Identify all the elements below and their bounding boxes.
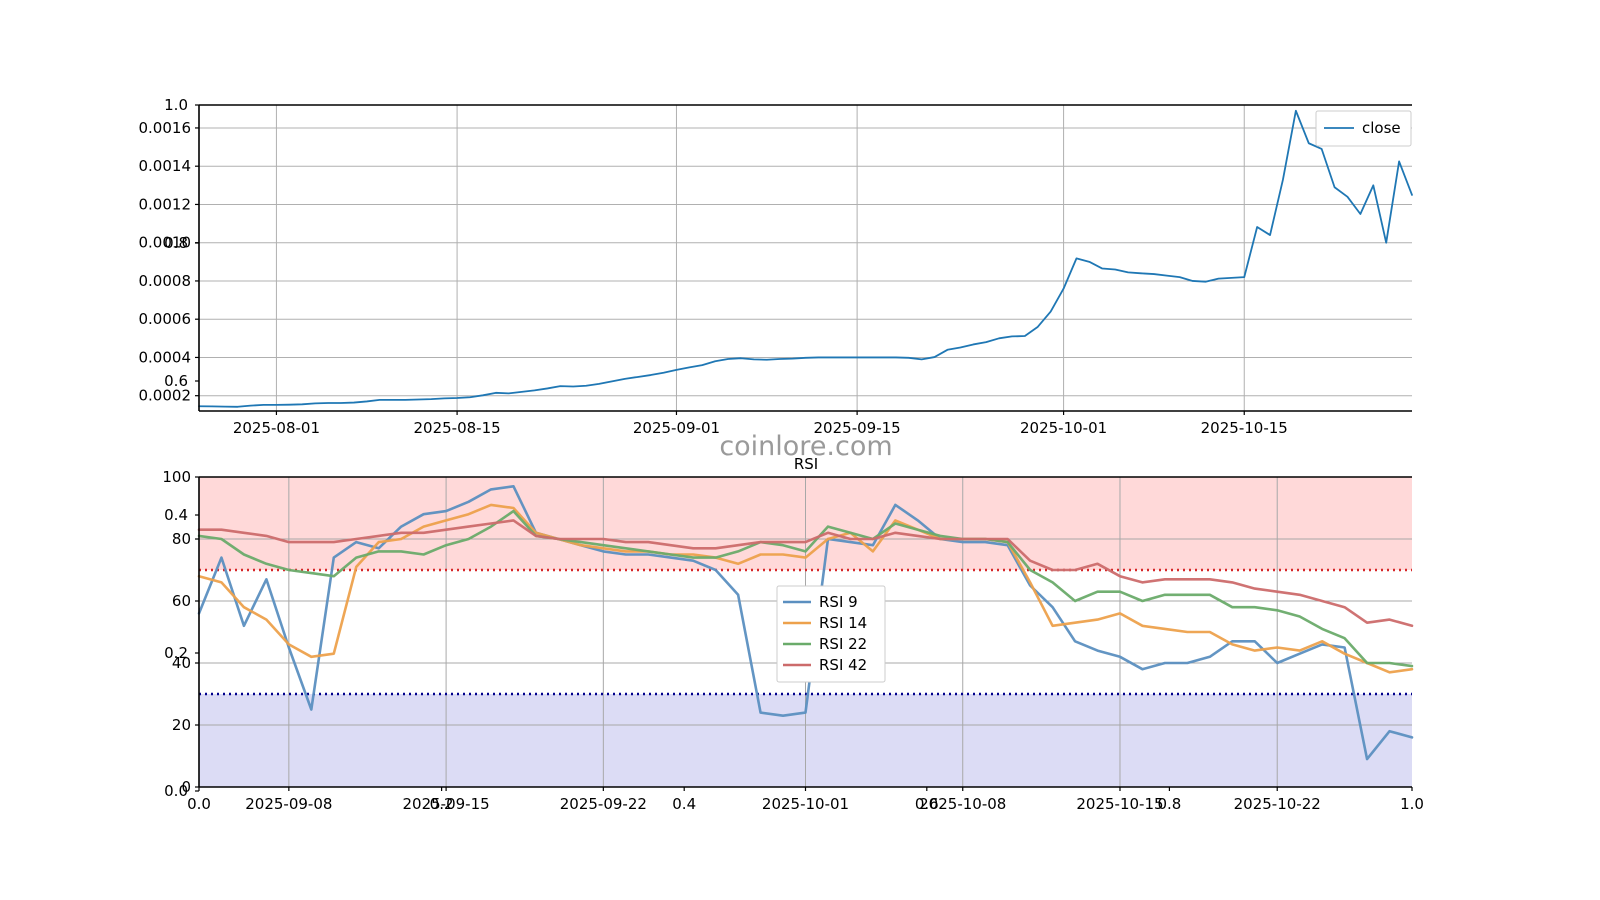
rsi-x-tick-label-secondary: 0.2 <box>430 795 454 813</box>
price-y-tick-label: 0.0012 <box>139 195 192 213</box>
rsi-legend-label-RSI-9: RSI 9 <box>819 593 858 611</box>
price-y-tick-label-secondary: 0.6 <box>164 372 188 390</box>
rsi-x-tick-labels-secondary: 0.0 0.2 0.4 0.6 0.8 1.0 <box>187 795 1424 813</box>
rsi-y-tick-label: 20 <box>172 716 191 734</box>
rsi-title: RSI <box>794 455 818 473</box>
price-x-tick-label: 2025-10-15 <box>1201 419 1288 437</box>
rsi-y-tick-label-secondary: 0.2 <box>164 644 188 662</box>
rsi-line-RSI-14 <box>197 503 1414 674</box>
rsi-x-tick-label: 2025-09-08 <box>245 795 332 813</box>
rsi-y-tick-label: 60 <box>172 592 191 610</box>
rsi-line-RSI-9 <box>197 485 1414 761</box>
price-y-tick-labels: 0.0002 0.0004 0.0006 0.0008 0.0010 0.0012 0.00… <box>139 119 192 405</box>
rsi-x-tick-label-secondary: 0.4 <box>672 795 696 813</box>
price-legend[interactable]: close <box>1315 110 1412 147</box>
rsi-x-tick-label-secondary: 1.0 <box>1400 795 1424 813</box>
price-y-tick-label: 0.0004 <box>139 348 192 366</box>
price-y-tick-label: 0.0016 <box>139 119 192 137</box>
rsi-y-tick-label: 0 <box>181 778 191 796</box>
price-x-tick-label: 2025-08-01 <box>233 419 320 437</box>
price-y-tick-label-secondary: 1.0 <box>164 96 188 114</box>
rsi-x-tick-label: 2025-10-22 <box>1234 795 1321 813</box>
rsi-line-RSI-22 <box>197 509 1414 668</box>
price-x-tick-label: 2025-10-01 <box>1020 419 1107 437</box>
rsi-legend[interactable]: RSI 9 RSI 14 RSI 22 RSI 42 <box>776 585 886 683</box>
price-series-lines <box>198 109 1413 408</box>
rsi-y-tick-label-secondary: 0.4 <box>164 506 188 524</box>
rsi-y-tick-label: 40 <box>172 654 191 672</box>
rsi-x-tick-label: 2025-10-15 <box>1076 795 1163 813</box>
price-y-tick-label: 0.0008 <box>139 272 192 290</box>
price-y-tick-label-secondary: 0.8 <box>164 234 188 252</box>
rsi-y-tick-label-secondary: 0.0 <box>164 782 188 800</box>
price-line-close <box>198 109 1413 408</box>
watermark-text: coinlore.com <box>719 431 892 462</box>
rsi-y-tick-label: 100 <box>162 468 191 486</box>
rsi-legend-label-RSI-14: RSI 14 <box>819 614 867 632</box>
rsi-x-tick-label: 2025-10-01 <box>762 795 849 813</box>
rsi-x-tick-labels: 2025-09-08 2025-09-15 2025-09-22 2025-10-01… <box>245 795 1321 813</box>
rsi-legend-label-RSI-42: RSI 42 <box>819 656 867 674</box>
rsi-legend-label-RSI-22: RSI 22 <box>819 635 867 653</box>
rsi-x-tick-label-secondary: 0.8 <box>1157 795 1181 813</box>
rsi-threshold-lines <box>199 568 1412 696</box>
price-y-tick-label: 0.0002 <box>139 387 192 405</box>
rsi-x-tick-label: 2025-09-22 <box>560 795 647 813</box>
price-x-tick-label: 2025-09-15 <box>814 419 901 437</box>
price-y-tick-label: 0.0014 <box>139 157 192 175</box>
rsi-series-lines <box>197 485 1414 761</box>
price-y-tick-label: 0.0006 <box>139 310 192 328</box>
rsi-x-tick-label: 2025-09-15 <box>402 795 489 813</box>
price-y-tick-labels-secondary: 0.6 0.8 1.0 <box>164 96 188 390</box>
price-plot-background <box>199 105 1412 411</box>
price-x-tick-label: 2025-08-15 <box>413 419 500 437</box>
rsi-y-tick-label: 80 <box>172 530 191 548</box>
rsi-y-tick-labels-secondary: 0.0 0.2 0.4 <box>164 506 188 800</box>
rsi-x-tick-label: 2025-10-08 <box>919 795 1006 813</box>
legend-label-close: close <box>1362 119 1401 137</box>
rsi-tick-marks <box>195 476 1413 792</box>
rsi-x-tick-label-secondary: 0.0 <box>187 795 211 813</box>
rsi-x-tick-label-secondary: 0.6 <box>915 795 939 813</box>
price-y-tick-label: 0.0010 <box>139 234 192 252</box>
price-x-tick-labels: 2025-08-01 2025-08-15 2025-09-01 2025-09-15… <box>233 419 1288 437</box>
rsi-y-tick-labels: 0 20 40 60 80 100 <box>162 468 191 796</box>
price-panel: 0.0002 0.0004 0.0006 0.0008 0.0010 0.0012 0.00… <box>139 96 1413 437</box>
rsi-line-RSI-42 <box>197 519 1414 628</box>
price-x-tick-label: 2025-09-01 <box>633 419 720 437</box>
